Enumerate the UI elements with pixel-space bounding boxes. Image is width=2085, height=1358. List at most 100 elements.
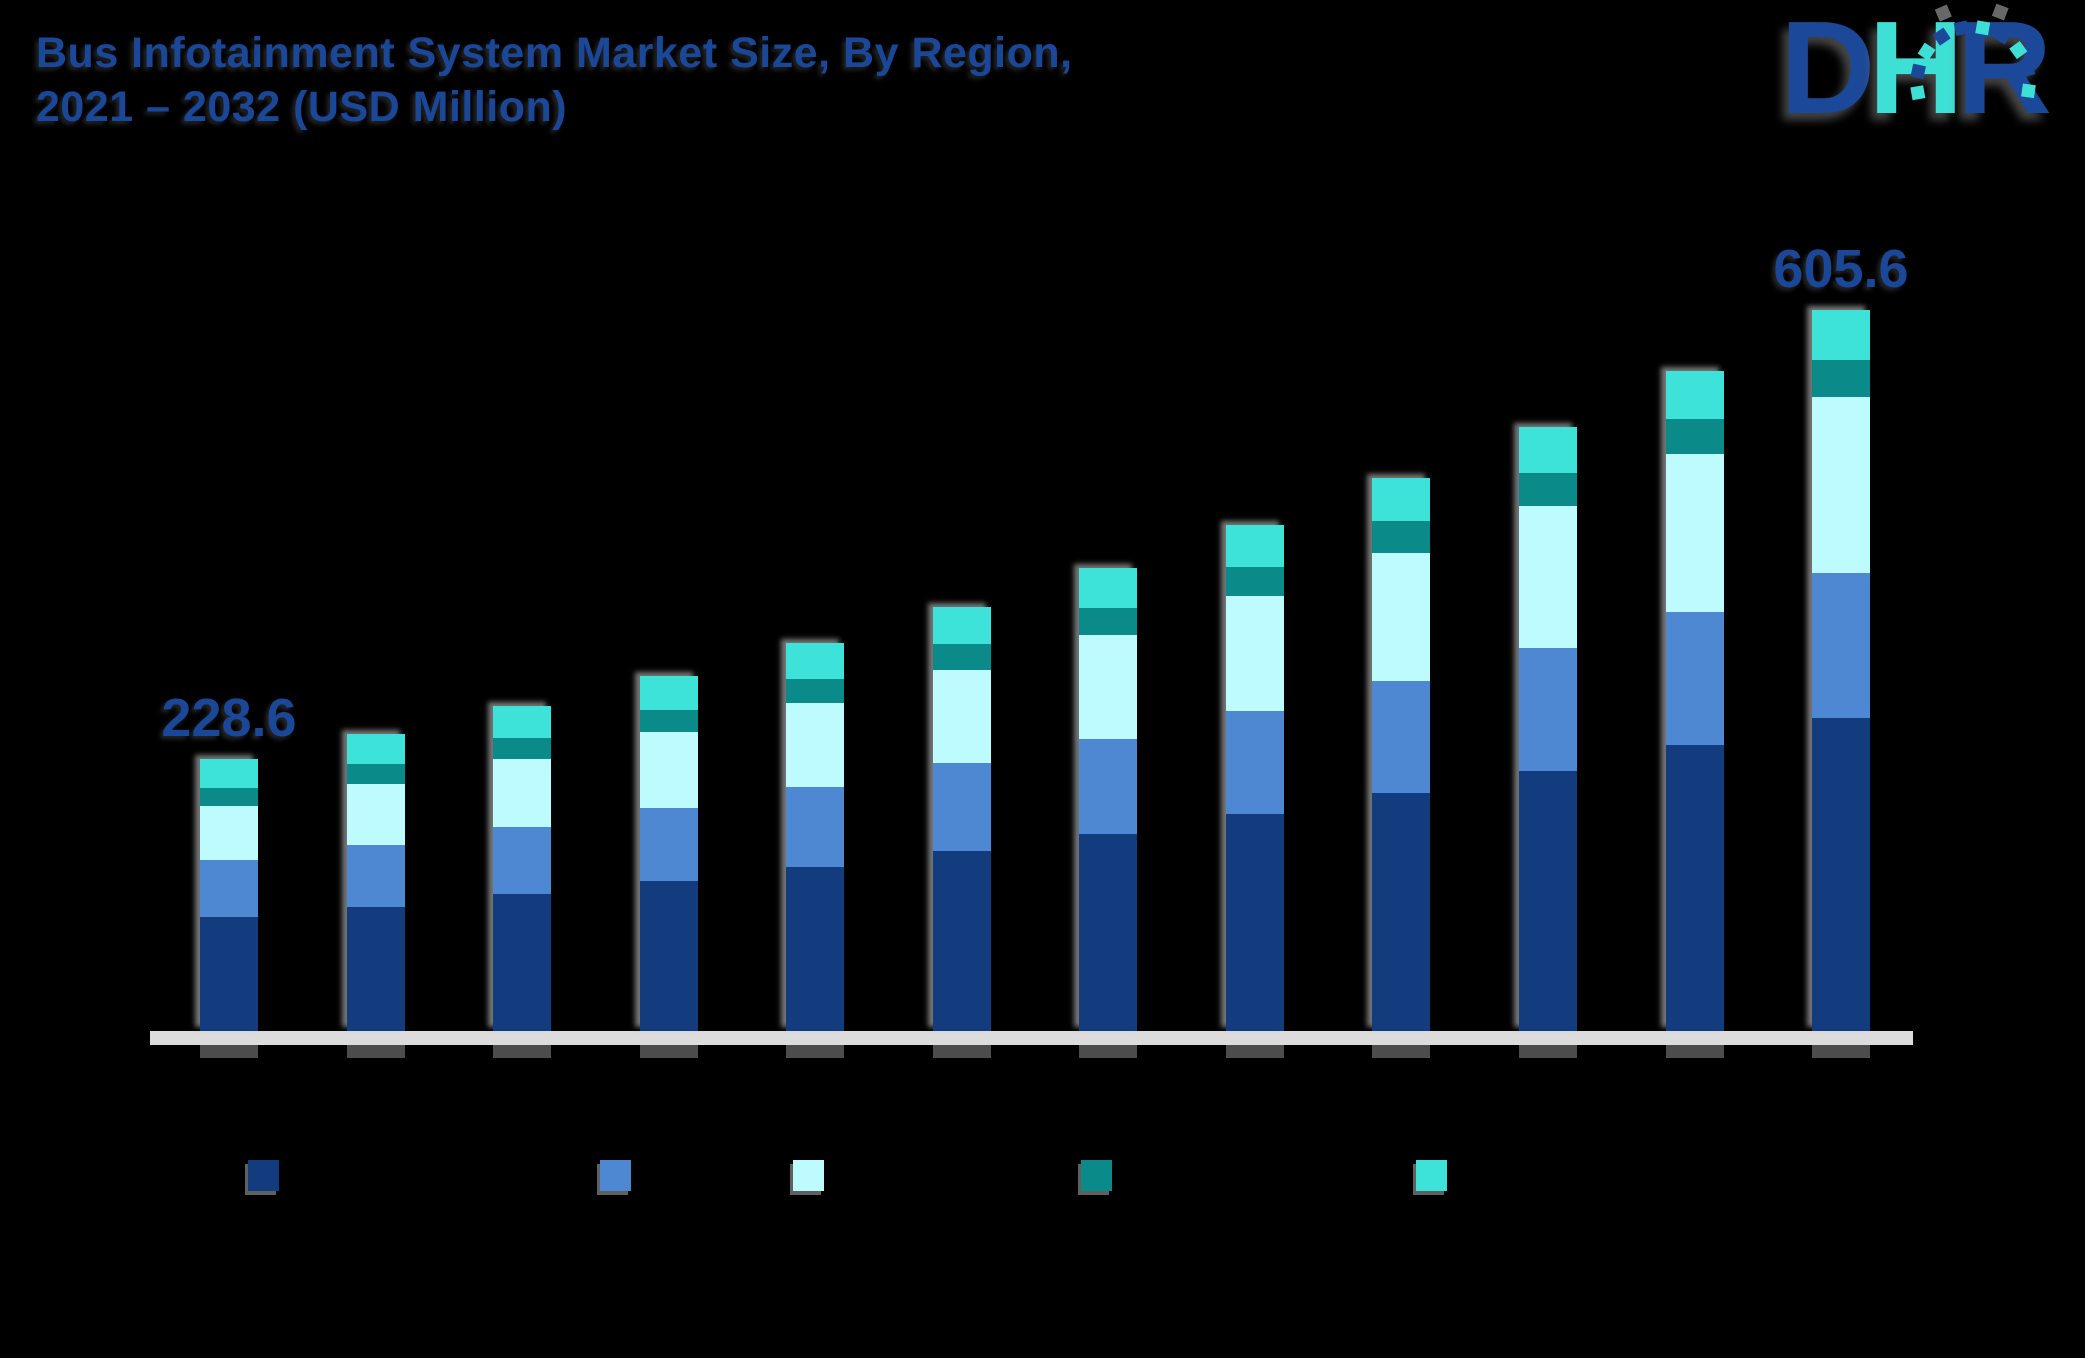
bar-2021-segment-4-dark-teal [200,787,258,806]
legend-swatch-4 [1081,1160,1112,1191]
bar-2022-shadow [347,1045,405,1058]
dhr-logo-letters: DHR [1780,2,2052,134]
bar-2031-segment-1-bottom-navy [1666,745,1724,1031]
bar-2028-segment-3-pale-cyan [1226,595,1284,712]
bar-2026-segment-4-dark-teal [933,644,991,671]
bar-2030-segment-4-dark-teal [1519,472,1577,506]
bar-2032 [1812,310,1870,1031]
bar-2030 [1519,427,1577,1031]
bar-2021 [200,759,258,1031]
bar-2027-segment-3-pale-cyan [1079,634,1137,739]
bar-2027-segment-1-bottom-navy [1079,833,1137,1031]
logo-letter-r: R [1956,0,2052,141]
bar-2022-segment-1-bottom-navy [347,906,405,1031]
bar-2032-segment-4-dark-teal [1812,359,1870,398]
bar-2024 [640,676,698,1031]
bar-2024-segment-4-dark-teal [640,709,698,733]
bar-2024-shadow [640,1045,698,1058]
chart-title-line2: 2021 – 2032 (USD Million) [36,83,568,132]
bar-2029-segment-2-medium-blue [1372,680,1430,794]
bar-2024-segment-3-pale-cyan [640,732,698,808]
bar-2029-shadow [1372,1045,1430,1058]
bar-2028-segment-4-dark-teal [1226,566,1284,596]
bar-2032-segment-3-pale-cyan [1812,397,1870,574]
bar-2026-shadow [933,1045,991,1058]
bar-2025 [786,643,844,1031]
bar-2029 [1372,478,1430,1031]
bar-2026-segment-3-pale-cyan [933,670,991,764]
bar-2032-shadow [1812,1045,1870,1058]
legend-swatch-5 [1416,1160,1447,1191]
bar-2025-segment-5-top-turquoise [786,643,844,679]
bar-2025-segment-2-medium-blue [786,786,844,867]
bar-2025-shadow [786,1045,844,1058]
bar-2021-segment-5-top-turquoise [200,759,258,788]
bar-2025-segment-1-bottom-navy [786,866,844,1031]
bar-2022-segment-5-top-turquoise [347,734,405,765]
bar-2031-segment-3-pale-cyan [1666,453,1724,613]
x-axis-baseline [150,1031,1913,1045]
bar-2023-segment-5-top-turquoise [493,706,551,738]
bar-2025-segment-4-dark-teal [786,678,844,703]
bar-2022-segment-2-medium-blue [347,844,405,907]
bar-2024-segment-5-top-turquoise [640,676,698,710]
bar-2026-segment-2-medium-blue [933,763,991,851]
bar-2023-segment-2-medium-blue [493,826,551,895]
bar-2021-shadow [200,1045,258,1058]
legend-swatch-2 [600,1160,631,1191]
bar-2028-shadow [1226,1045,1284,1058]
bar-2032-segment-2-medium-blue [1812,573,1870,718]
bar-2022-segment-3-pale-cyan [347,783,405,845]
bar-2031-segment-5-top-turquoise [1666,371,1724,419]
bar-2027-segment-5-top-turquoise [1079,568,1137,608]
bar-2030-segment-1-bottom-navy [1519,770,1577,1031]
bar-2027-segment-4-dark-teal [1079,607,1137,635]
bar-2031-segment-2-medium-blue [1666,612,1724,746]
bar-2023-segment-4-dark-teal [493,738,551,760]
bar-2024-segment-1-bottom-navy [640,881,698,1031]
bar-2028-segment-2-medium-blue [1226,711,1284,815]
bar-2023-segment-1-bottom-navy [493,894,551,1031]
bar-2026-segment-5-top-turquoise [933,607,991,645]
legend-swatch-1 [248,1160,279,1191]
legend-swatch-3 [793,1160,824,1191]
bar-2029-segment-1-bottom-navy [1372,793,1430,1031]
bar-2021-segment-2-medium-blue [200,860,258,918]
bar-2029-segment-4-dark-teal [1372,521,1430,553]
bar-2027 [1079,568,1137,1031]
bar-2028 [1226,525,1284,1031]
bar-2029-segment-3-pale-cyan [1372,552,1430,681]
bar-2026 [933,607,991,1031]
chart-title-line1: Bus Infotainment System Market Size, By … [36,29,1073,77]
bar-2028-segment-5-top-turquoise [1226,525,1284,567]
bar-2032-segment-5-top-turquoise [1812,310,1870,360]
bar-2022 [347,734,405,1031]
bar-2031-segment-4-dark-teal [1666,418,1724,454]
bar-2028-segment-1-bottom-navy [1226,814,1284,1031]
bar-2021-segment-3-pale-cyan [200,805,258,861]
bar-2029-segment-5-top-turquoise [1372,478,1430,522]
bar-2022-segment-4-dark-teal [347,764,405,784]
bar-2024-segment-2-medium-blue [640,807,698,882]
bar-2031-shadow [1666,1045,1724,1058]
bar-2023 [493,706,551,1031]
bar-2023-shadow [493,1045,551,1058]
data-label-2021: 228.6 [161,688,297,748]
bar-2023-segment-3-pale-cyan [493,759,551,827]
bar-2021-segment-1-bottom-navy [200,917,258,1031]
bar-2030-segment-3-pale-cyan [1519,505,1577,649]
bar-2027-shadow [1079,1045,1137,1058]
bar-2030-shadow [1519,1045,1577,1058]
bar-2031 [1666,371,1724,1031]
bar-2025-segment-3-pale-cyan [786,702,844,787]
bar-2026-segment-1-bottom-navy [933,850,991,1031]
bar-2027-segment-2-medium-blue [1079,738,1137,834]
bar-2032-segment-1-bottom-navy [1812,717,1870,1031]
bar-2030-segment-2-medium-blue [1519,648,1577,771]
logo-letter-d: D [1780,0,1875,141]
chart-title: Bus Infotainment System Market Size, By … [36,26,1073,134]
bar-2030-segment-5-top-turquoise [1519,427,1577,473]
data-label-2032: 605.6 [1773,239,1909,299]
